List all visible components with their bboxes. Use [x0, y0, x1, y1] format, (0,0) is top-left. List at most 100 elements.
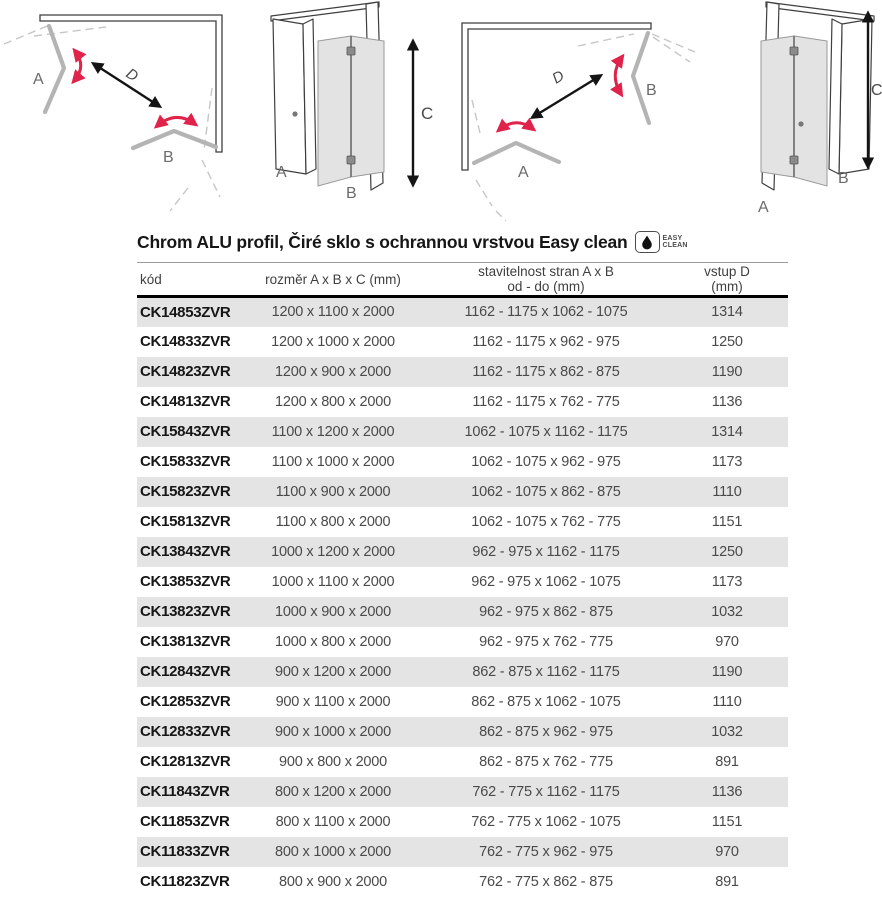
table-row: CK15813ZVR 1100 x 800 x 2000 1062 - 1075 x… — [137, 507, 788, 537]
diagram-3d-left: C A B — [270, 1, 433, 202]
cell-entry: 1136 — [711, 393, 743, 410]
cell-code: CK11853ZVR — [140, 813, 230, 830]
table-row: CK14833ZVR 1200 x 1000 x 2000 1162 - 1175 … — [137, 327, 788, 357]
cell-entry: 1250 — [711, 333, 743, 350]
wall-outline — [39, 14, 223, 153]
section-header: Chrom ALU profil, Čiré sklo s ochrannou … — [137, 229, 817, 255]
cell-size: 900 x 800 x 2000 — [278, 753, 388, 770]
cell-adjust: 962 - 975 x 762 - 775 — [479, 633, 613, 650]
cell-adjust: 962 - 975 x 1062 - 1075 — [471, 573, 621, 590]
table-header-row: kód rozměr A x B x C (mm) stavitelnost s… — [137, 262, 788, 298]
label-c: C — [871, 82, 882, 99]
cell-adjust: 962 - 975 x 1162 - 1175 — [472, 543, 620, 560]
hinges — [789, 46, 799, 165]
label-d: D — [123, 65, 141, 85]
cell-adjust: 862 - 875 x 962 - 975 — [479, 723, 613, 740]
cell-size: 1200 x 800 x 2000 — [275, 393, 391, 410]
label-b: B — [163, 149, 174, 166]
cell-entry: 891 — [715, 753, 739, 770]
cell-code: CK11833ZVR — [140, 843, 230, 860]
cell-code: CK14853ZVR — [140, 303, 231, 321]
cell-adjust: 862 - 875 x 762 - 775 — [479, 753, 613, 770]
cell-size: 1100 x 1200 x 2000 — [271, 423, 395, 440]
cell-entry: 1032 — [711, 603, 743, 620]
table-row: CK11833ZVR 800 x 1000 x 2000 762 - 775 x 9… — [137, 836, 788, 867]
cell-size: 1200 x 900 x 2000 — [275, 363, 391, 380]
cell-size: 1100 x 1000 x 2000 — [271, 453, 395, 470]
glass-panels — [760, 35, 828, 187]
table-row: CK14853ZVR 1200 x 1100 x 2000 1162 - 1175 … — [137, 296, 788, 327]
cell-size: 1000 x 1200 x 2000 — [271, 543, 395, 560]
table-row: CK13843ZVR 1000 x 1200 x 2000 962 - 975 x … — [137, 536, 788, 567]
wall-outline — [461, 22, 652, 171]
label-a: A — [33, 71, 44, 88]
table-row: CK14823ZVR 1200 x 900 x 2000 1162 - 1175 x… — [137, 356, 788, 387]
column-header-adjust: stavitelnost stran A x B od - do (mm) — [426, 262, 666, 298]
cell-entry: 1190 — [711, 663, 743, 680]
cell-entry: 1136 — [711, 783, 743, 800]
diagram-top-view-left: D A B — [3, 14, 223, 212]
label-a: A — [276, 164, 287, 181]
swing-dashed-lines — [3, 23, 221, 212]
cell-code: CK13843ZVR — [140, 543, 231, 560]
cell-code: CK12833ZVR — [140, 723, 231, 740]
cell-adjust: 862 - 875 x 1162 - 1175 — [472, 663, 620, 680]
cell-entry: 1314 — [711, 304, 743, 321]
cell-code: CK11823ZVR — [140, 873, 230, 890]
table-row: CK13853ZVR 1000 x 1100 x 2000 962 - 975 x … — [137, 567, 788, 597]
cell-entry: 1314 — [711, 423, 743, 440]
product-table: kód rozměr A x B x C (mm) stavitelnost s… — [137, 262, 788, 897]
folded-doors — [471, 30, 652, 166]
table-row: CK11843ZVR 800 x 1200 x 2000 762 - 775 x 1… — [137, 776, 788, 807]
cell-size: 1200 x 1000 x 2000 — [271, 333, 395, 350]
column-header-entry: vstup D (mm) — [666, 262, 788, 298]
cell-code: CK15833ZVR — [140, 453, 231, 470]
cell-size: 1000 x 800 x 2000 — [275, 633, 391, 650]
cell-adjust: 1062 - 1075 x 862 - 875 — [471, 483, 621, 500]
cell-entry: 1190 — [711, 363, 743, 380]
cell-adjust: 762 - 775 x 1162 - 1175 — [472, 783, 620, 800]
cell-size: 1100 x 900 x 2000 — [275, 483, 391, 500]
cell-entry: 1110 — [712, 483, 742, 500]
water-drop-icon — [634, 231, 660, 253]
table-row: CK11853ZVR 800 x 1100 x 2000 762 - 775 x 1… — [137, 807, 788, 837]
hinges — [346, 46, 356, 165]
cell-size: 900 x 1200 x 2000 — [275, 663, 391, 680]
cell-adjust: 862 - 875 x 1062 - 1075 — [471, 693, 621, 710]
cell-code: CK12843ZVR — [140, 663, 231, 680]
cell-adjust: 1162 - 1175 x 862 - 875 — [472, 363, 620, 380]
label-b: B — [838, 170, 849, 187]
cell-code: CK11843ZVR — [140, 783, 230, 800]
cell-code: CK12813ZVR — [140, 753, 231, 770]
cell-size: 900 x 1000 x 2000 — [275, 723, 391, 740]
cell-adjust: 762 - 775 x 962 - 975 — [479, 843, 613, 860]
cell-adjust: 1162 - 1175 x 762 - 775 — [472, 393, 620, 410]
cell-size: 800 x 900 x 2000 — [278, 873, 388, 890]
cell-adjust: 1062 - 1075 x 1162 - 1175 — [464, 423, 628, 440]
label-b: B — [346, 185, 357, 202]
page-title: Chrom ALU profil, Čiré sklo s ochrannou … — [137, 231, 628, 252]
cell-entry: 1151 — [711, 813, 743, 830]
cell-size: 800 x 1100 x 2000 — [275, 813, 391, 830]
cell-entry: 1110 — [712, 693, 742, 710]
table-row: CK12833ZVR 900 x 1000 x 2000 862 - 875 x 9… — [137, 716, 788, 747]
swing-dashed-lines — [471, 33, 695, 222]
cell-entry: 1032 — [711, 723, 743, 740]
door-handle — [292, 111, 298, 117]
table-row: CK12813ZVR 900 x 800 x 2000 862 - 875 x 76… — [137, 747, 788, 777]
table-row: CK14813ZVR 1200 x 800 x 2000 1162 - 1175 x… — [137, 387, 788, 417]
cell-size: 1100 x 800 x 2000 — [275, 513, 391, 530]
glass-panels — [317, 35, 385, 187]
cell-code: CK14823ZVR — [140, 363, 231, 380]
label-b: B — [646, 82, 657, 99]
table-row: CK15833ZVR 1100 x 1000 x 2000 1062 - 1075 … — [137, 447, 788, 477]
swing-arrows — [495, 53, 625, 133]
cell-entry: 1173 — [711, 573, 743, 590]
easy-clean-badge: EASY CLEAN — [634, 231, 688, 253]
table-row: CK13813ZVR 1000 x 800 x 2000 962 - 975 x 7… — [137, 627, 788, 657]
cell-entry: 970 — [715, 843, 739, 860]
table-row: CK13823ZVR 1000 x 900 x 2000 962 - 975 x 8… — [137, 596, 788, 627]
cell-size: 1000 x 1100 x 2000 — [271, 573, 395, 590]
table-row: CK12853ZVR 900 x 1100 x 2000 862 - 875 x 1… — [137, 687, 788, 717]
